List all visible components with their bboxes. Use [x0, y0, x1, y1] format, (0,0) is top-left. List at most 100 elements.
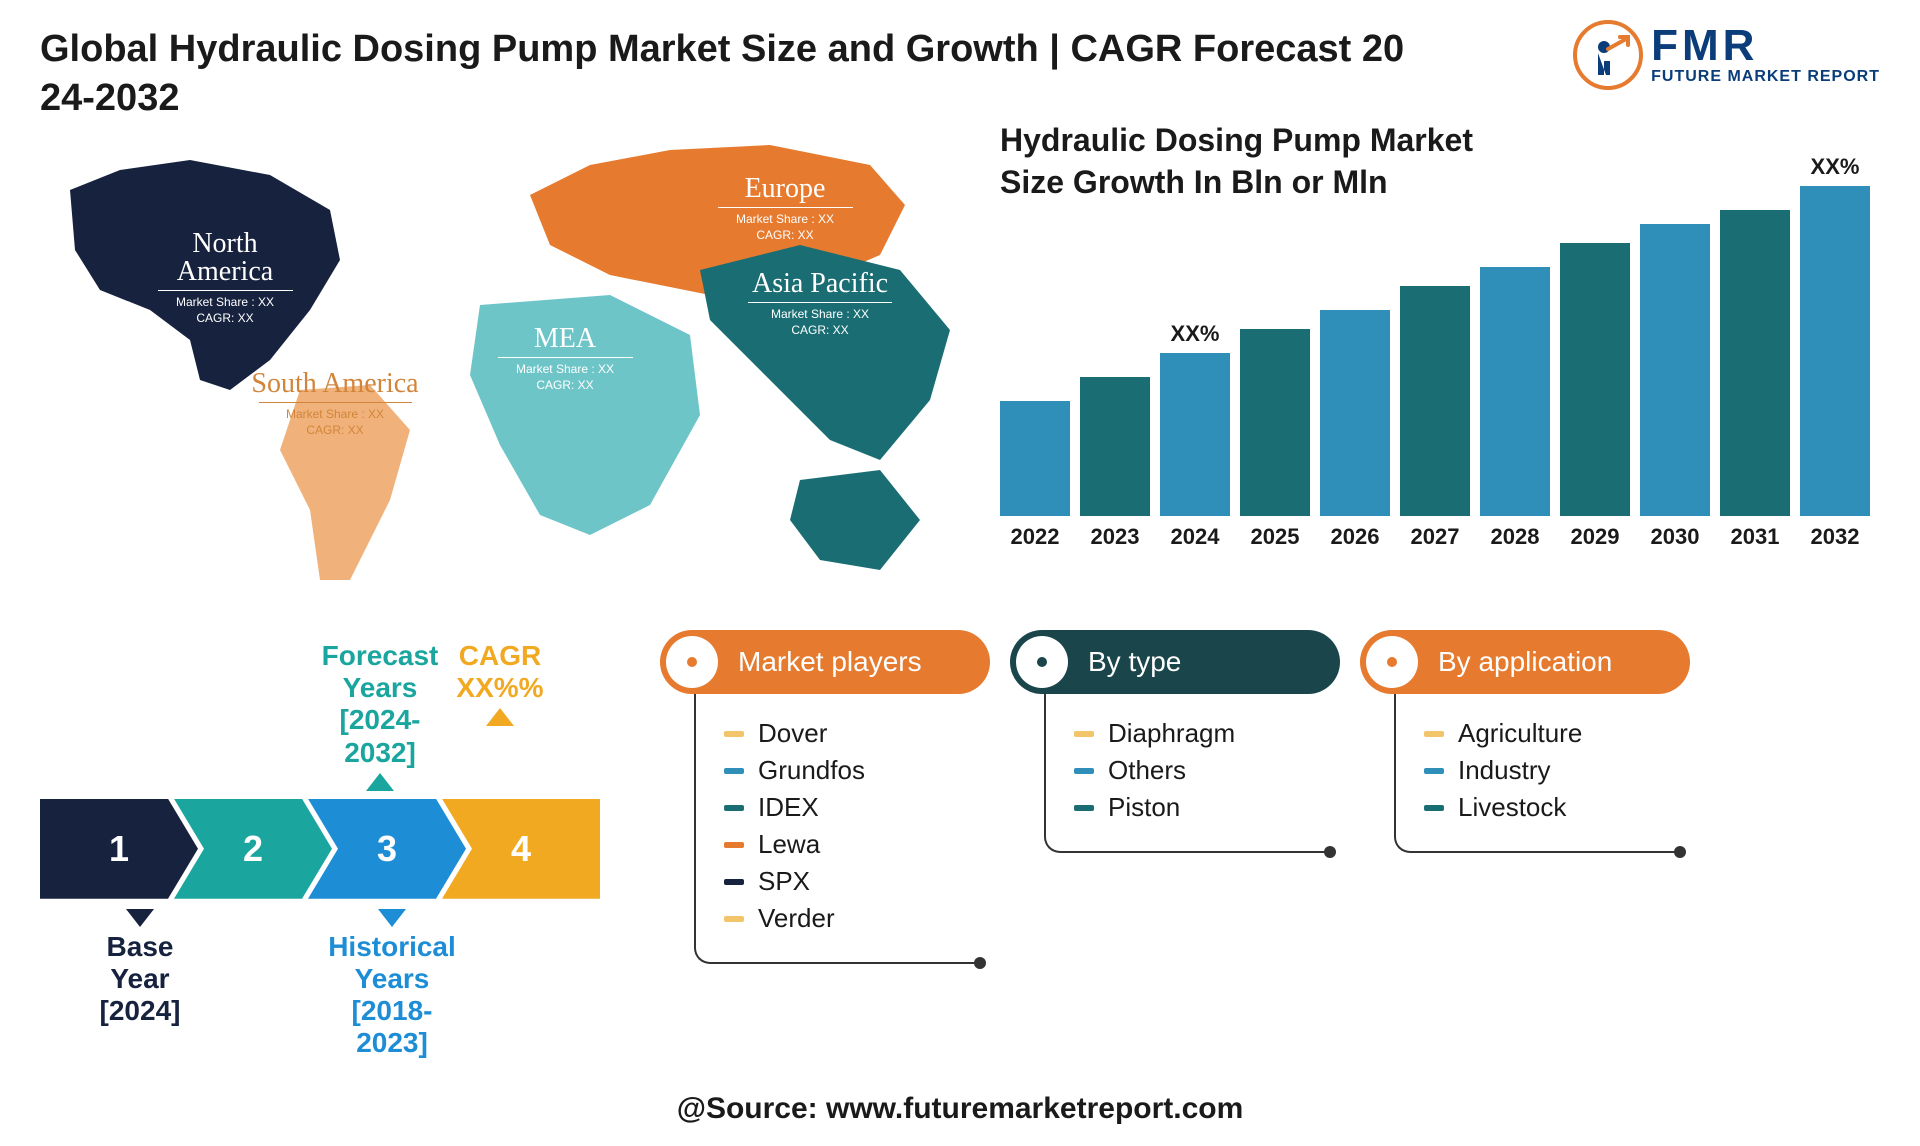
category-item-label: Agriculture [1458, 718, 1582, 749]
bullet-icon [1074, 768, 1094, 774]
timeline: Forecast Years[2024-2032] CAGRXX%% 1234 … [40, 640, 600, 1060]
bar-year-label: 2030 [1651, 524, 1700, 550]
timeline-chevron-1: 1 [40, 799, 198, 899]
world-map: North America Market Share : XX CAGR: XX… [40, 130, 960, 590]
bar-rect [1320, 310, 1390, 516]
region-asia-pacific: Asia Pacific Market Share : XX CAGR: XX [680, 240, 970, 580]
region-share: Market Share : XX [710, 212, 860, 228]
bar-2028: 2028 [1480, 267, 1550, 550]
bar-rect [1640, 224, 1710, 516]
category-bracket: Agriculture Industry Livestock [1394, 694, 1680, 853]
bar-rect [1240, 329, 1310, 516]
bar-year-label: 2022 [1011, 524, 1060, 550]
triangle-up-icon [366, 773, 394, 791]
category-title: Market players [738, 646, 922, 678]
bullet-icon [724, 842, 744, 848]
bar-2026: 2026 [1320, 310, 1390, 550]
bar-year-label: 2028 [1491, 524, 1540, 550]
category-title: By type [1088, 646, 1181, 678]
category-pill: Market players [660, 630, 990, 694]
category-title: By application [1438, 646, 1612, 678]
bar-2024: XX%2024 [1160, 353, 1230, 550]
bar-year-label: 2023 [1091, 524, 1140, 550]
category-item-label: Diaphragm [1108, 718, 1235, 749]
bullet-icon [1074, 805, 1094, 811]
category-item-label: Dover [758, 718, 827, 749]
category-pill: By application [1360, 630, 1690, 694]
category-item: Diaphragm [1074, 718, 1330, 749]
bar-rect [1400, 286, 1470, 516]
category-item: Lewa [724, 829, 980, 860]
category-item-label: Verder [758, 903, 835, 934]
bar-2023: 2023 [1080, 377, 1150, 550]
region-name: Europe [710, 175, 860, 203]
bar-2029: 2029 [1560, 243, 1630, 550]
bullet-icon [1424, 805, 1444, 811]
bar-2027: 2027 [1400, 286, 1470, 550]
logo-fmr-text: FMR [1651, 24, 1880, 68]
category-item-label: SPX [758, 866, 810, 897]
triangle-down-icon [126, 909, 154, 927]
category-bracket: Dover Grundfos IDEX Lewa SPX Verder [694, 694, 980, 964]
bar-rect [1160, 353, 1230, 516]
category-item-label: Grundfos [758, 755, 865, 786]
category-item-label: Others [1108, 755, 1186, 786]
category-item-label: Piston [1108, 792, 1180, 823]
region-share: Market Share : XX [250, 407, 420, 423]
bullet-icon [724, 768, 744, 774]
bar-year-label: 2032 [1811, 524, 1860, 550]
bar-rect [1080, 377, 1150, 516]
category-item: Others [1074, 755, 1330, 786]
region-mea: MEA Market Share : XX CAGR: XX [440, 285, 720, 545]
region-south-america: South America Market Share : XX CAGR: XX [260, 380, 420, 590]
base-year-label: Base Year[2024] [80, 931, 200, 1028]
bar-rect [1560, 243, 1630, 516]
fmr-logo: FMR FUTURE MARKET REPORT [1573, 20, 1880, 90]
bar-year-label: 2027 [1411, 524, 1460, 550]
category-by-application: By application Agriculture Industry Live… [1360, 630, 1690, 853]
title-l1: Global Hydraulic Dosing Pump Market Size… [40, 28, 1404, 70]
bar-2022: 2022 [1000, 401, 1070, 550]
logo-icon [1573, 20, 1643, 90]
category-item-label: Industry [1458, 755, 1551, 786]
region-cagr: CAGR: XX [250, 423, 420, 439]
region-north-america: North America Market Share : XX CAGR: XX [40, 150, 360, 400]
region-share: Market Share : XX [740, 307, 900, 323]
pill-dot-icon [1016, 636, 1068, 688]
region-name: MEA [490, 325, 640, 353]
region-share: Market Share : XX [150, 295, 300, 311]
logo-sub-text: FUTURE MARKET REPORT [1651, 68, 1880, 86]
region-cagr: CAGR: XX [740, 323, 900, 339]
pill-dot-icon [666, 636, 718, 688]
bullet-icon [724, 731, 744, 737]
bullet-icon [1424, 731, 1444, 737]
category-item: Industry [1424, 755, 1680, 786]
category-item: Agriculture [1424, 718, 1680, 749]
bar-year-label: 2025 [1251, 524, 1300, 550]
bullet-icon [724, 916, 744, 922]
bar-2032: XX%2032 [1800, 186, 1870, 550]
chart-title: Hydraulic Dosing Pump Market Size Growth… [1000, 120, 1480, 203]
category-market-players: Market players Dover Grundfos IDEX Lewa … [660, 630, 990, 964]
bullet-icon [724, 879, 744, 885]
category-item: Grundfos [724, 755, 980, 786]
category-by-type: By type Diaphragm Others Piston [1010, 630, 1340, 853]
category-pill: By type [1010, 630, 1340, 694]
bullet-icon [1424, 768, 1444, 774]
bar-year-label: 2026 [1331, 524, 1380, 550]
category-item: Dover [724, 718, 980, 749]
bar-top-label: XX% [1171, 321, 1220, 347]
bar-rect [1720, 210, 1790, 516]
bar-rect [1480, 267, 1550, 516]
category-item: Piston [1074, 792, 1330, 823]
bar-rect [1000, 401, 1070, 516]
bar-rect [1800, 186, 1870, 516]
bullet-icon [724, 805, 744, 811]
source-attribution: @Source: www.futuremarketreport.com [0, 1092, 1920, 1126]
region-cagr: CAGR: XX [150, 311, 300, 327]
triangle-down-icon [378, 909, 406, 927]
category-item-label: Livestock [1458, 792, 1566, 823]
title-l2: 24-2032 [40, 77, 179, 119]
category-item: Livestock [1424, 792, 1680, 823]
category-item: IDEX [724, 792, 980, 823]
